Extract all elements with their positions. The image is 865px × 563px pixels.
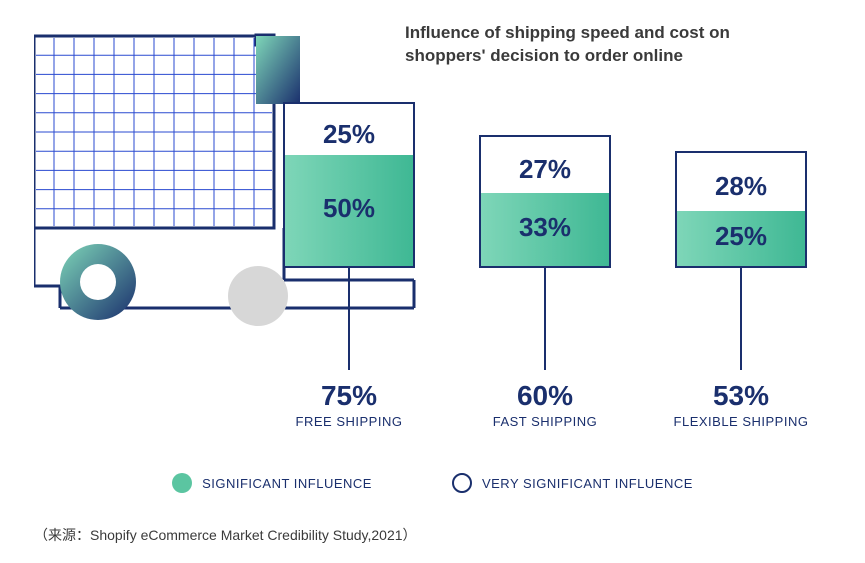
- bar-flexible-very-significant-label: 28%: [677, 171, 805, 202]
- bar-flexible: 28% 25%: [675, 151, 807, 268]
- legend-item-very-significant: VERY SIGNIFICANT INFLUENCE: [452, 473, 693, 493]
- bar-fast: 27% 33%: [479, 135, 611, 268]
- bar-flexible-stem: [740, 268, 742, 370]
- bar-flexible-significant-label: 25%: [677, 221, 805, 252]
- bar-fast-total: 60% FAST SHIPPING: [445, 380, 645, 429]
- bar-free: 25% 50%: [283, 102, 415, 268]
- bar-free-total: 75% FREE SHIPPING: [249, 380, 449, 429]
- legend-item-significant: SIGNIFICANT INFLUENCE: [172, 473, 372, 493]
- bar-flexible-category: FLEXIBLE SHIPPING: [641, 414, 841, 429]
- legend-swatch-very-significant: [452, 473, 472, 493]
- legend-label-significant: SIGNIFICANT INFLUENCE: [202, 476, 372, 491]
- legend-label-very-significant: VERY SIGNIFICANT INFLUENCE: [482, 476, 693, 491]
- bar-free-significant-label: 50%: [285, 193, 413, 224]
- legend-swatch-significant: [172, 473, 192, 493]
- bar-fast-stem: [544, 268, 546, 370]
- bar-flexible-total-pct: 53%: [641, 380, 841, 412]
- bar-fast-total-pct: 60%: [445, 380, 645, 412]
- bar-free-total-pct: 75%: [249, 380, 449, 412]
- bar-free-stem: [348, 268, 350, 370]
- source-citation: （来源：Shopify eCommerce Market Credibility…: [34, 525, 417, 545]
- bar-free-category: FREE SHIPPING: [249, 414, 449, 429]
- bar-fast-very-significant-label: 27%: [481, 154, 609, 185]
- bar-fast-category: FAST SHIPPING: [445, 414, 645, 429]
- bar-flexible-total: 53% FLEXIBLE SHIPPING: [641, 380, 841, 429]
- bar-free-very-significant-label: 25%: [285, 119, 413, 150]
- bar-fast-significant-label: 33%: [481, 212, 609, 243]
- chart-title: Influence of shipping speed and cost on …: [405, 22, 805, 68]
- legend: SIGNIFICANT INFLUENCE VERY SIGNIFICANT I…: [0, 473, 865, 493]
